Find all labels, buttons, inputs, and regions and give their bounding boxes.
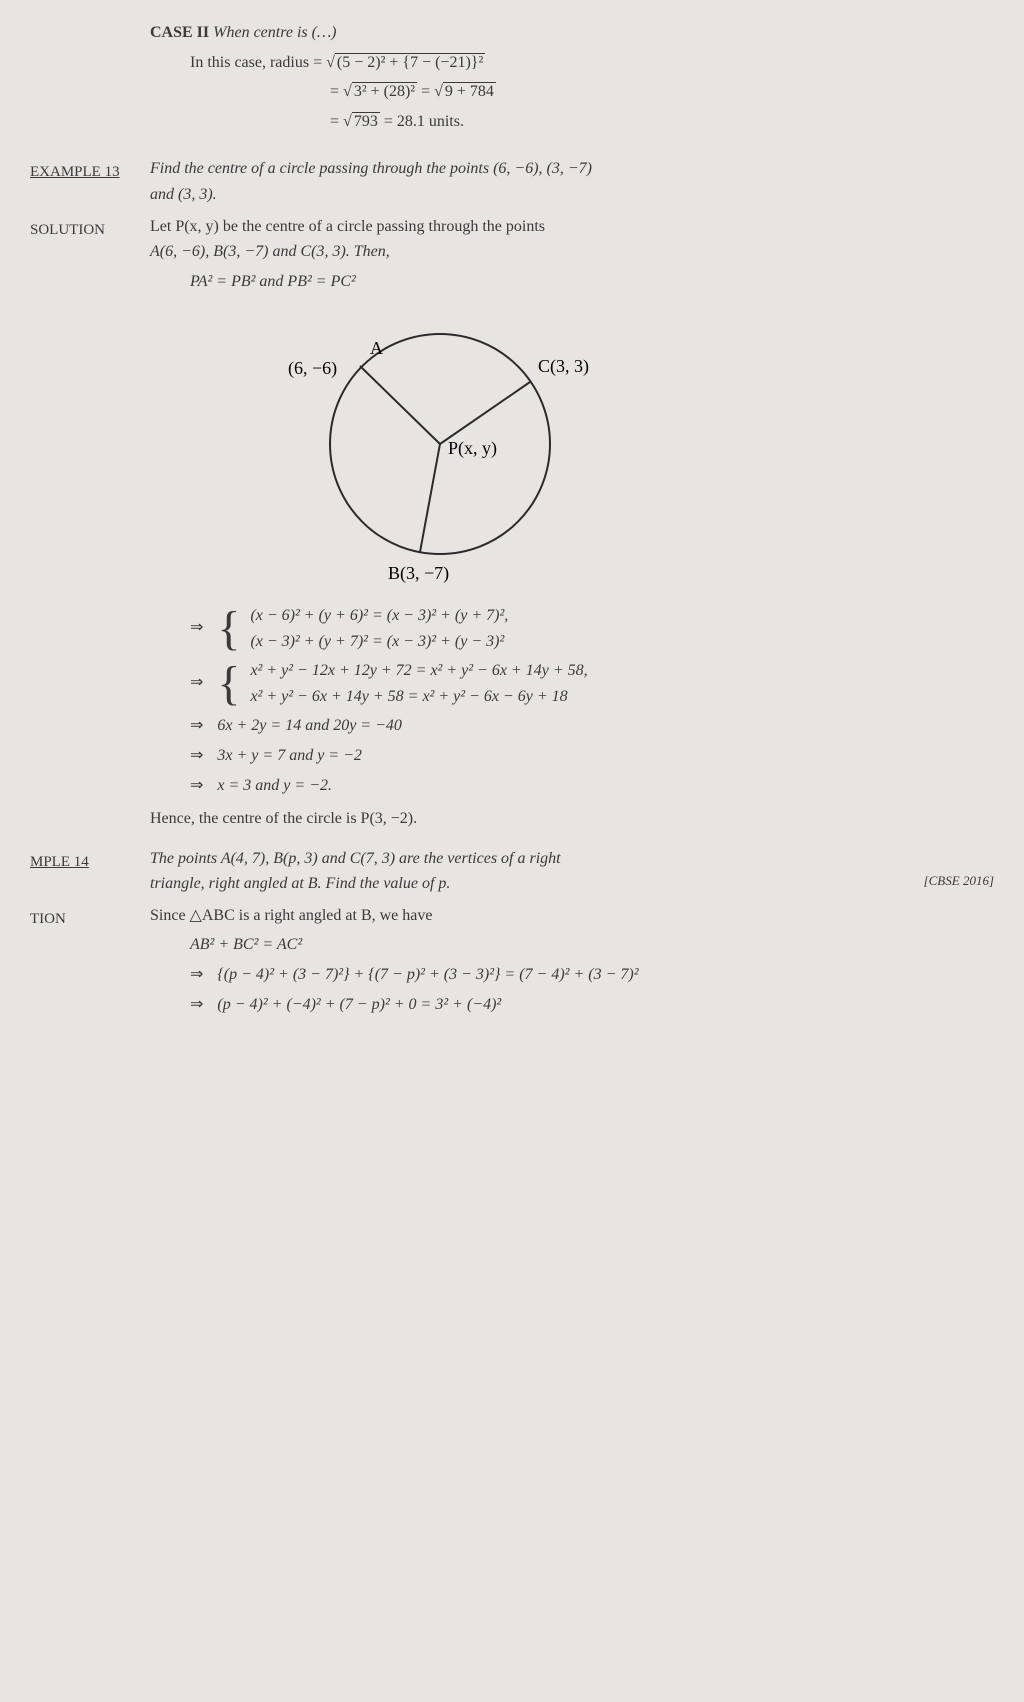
example-14-row: MPLE 14 The points A(4, 7), B(p, 3) and … xyxy=(30,846,994,897)
point-p: P(x, y) xyxy=(448,438,497,459)
example-13-row: EXAMPLE 13 Find the centre of a circle p… xyxy=(30,156,994,207)
case-ii-block: CASE II When centre is (…) In this case,… xyxy=(30,20,994,138)
case-ii-label: CASE II xyxy=(150,24,209,41)
solution-14-label: TION xyxy=(30,911,66,927)
cbse-tag: [CBSE 2016] xyxy=(924,871,994,897)
pa-pb-equation: PA² = PB² and PB² = PC² xyxy=(190,269,994,295)
step-3: 6x + 2y = 14 and 20y = −40 xyxy=(190,713,994,739)
example-14-prompt: The points A(4, 7), B(p, 3) and C(7, 3) … xyxy=(150,846,994,897)
ex13-conclusion: Hence, the centre of the circle is P(3, … xyxy=(150,806,994,832)
example-13-prompt: Find the centre of a circle passing thro… xyxy=(150,156,994,207)
case-ii-intro: When centre is (…) xyxy=(213,24,336,41)
example-13-label: EXAMPLE 13 xyxy=(30,164,120,180)
solution-14-content: Since △ABC is a right angled at B, we ha… xyxy=(150,903,994,1021)
radius-line3: = 793 = 28.1 units. xyxy=(330,109,994,135)
ex14-eq3: (p − 4)² + (−4)² + (7 − p)² + 0 = 3² + (… xyxy=(190,992,994,1018)
radius-line1: In this case, radius = (5 − 2)² + {7 − (… xyxy=(190,50,994,76)
step-4: 3x + y = 7 and y = −2 xyxy=(190,743,994,769)
point-a-coords: (6, −6) xyxy=(288,358,337,379)
solution-13-row: SOLUTION Let P(x, y) be the centre of a … xyxy=(30,214,994,832)
point-a-label: A xyxy=(370,338,383,358)
solution-14-row: TION Since △ABC is a right angled at B, … xyxy=(30,903,994,1021)
ex14-eq1: AB² + BC² = AC² xyxy=(190,932,994,958)
step-5: x = 3 and y = −2. xyxy=(190,773,994,799)
point-b: B(3, −7) xyxy=(388,563,449,584)
example-14-label: MPLE 14 xyxy=(30,854,89,870)
circle-diagram: A (6, −6) C(3, 3) P(x, y) B(3, −7) xyxy=(270,304,994,593)
system-1: { (x − 6)² + (y + 6)² = (x − 3)² + (y + … xyxy=(190,603,994,654)
ex14-eq2: {(p − 4)² + (3 − 7)²} + {(7 − p)² + (3 −… xyxy=(190,962,994,988)
system-2: { x² + y² − 12x + 12y + 72 = x² + y² − 6… xyxy=(190,658,994,709)
radius-line2: = 3² + (28)² = 9 + 784 xyxy=(330,79,994,105)
solution-13-label: SOLUTION xyxy=(30,222,105,238)
point-c: C(3, 3) xyxy=(538,356,589,377)
solution-13-content: Let P(x, y) be the centre of a circle pa… xyxy=(150,214,994,832)
